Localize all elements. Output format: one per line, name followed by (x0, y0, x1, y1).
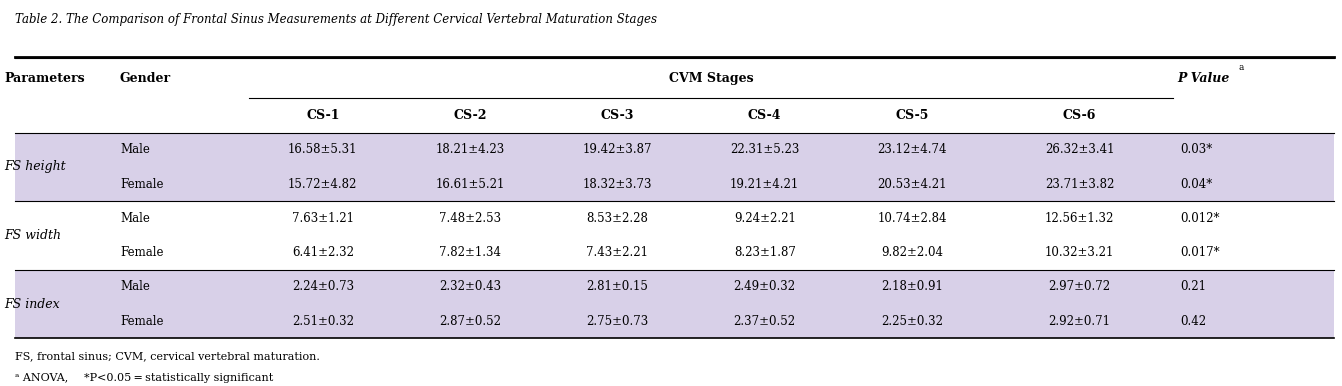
Text: 23.71±3.82: 23.71±3.82 (1045, 178, 1114, 191)
Text: Female: Female (121, 315, 164, 328)
Text: FS height: FS height (4, 161, 66, 173)
Text: Female: Female (121, 178, 164, 191)
Text: CVM Stages: CVM Stages (668, 72, 753, 85)
Text: 2.97±0.72: 2.97±0.72 (1048, 280, 1111, 293)
Text: CS-2: CS-2 (454, 109, 487, 122)
Text: 8.53±2.28: 8.53±2.28 (586, 212, 648, 225)
Text: 2.32±0.43: 2.32±0.43 (439, 280, 501, 293)
Text: CS-1: CS-1 (306, 109, 340, 122)
Text: 9.24±2.21: 9.24±2.21 (734, 212, 796, 225)
Text: 2.25±0.32: 2.25±0.32 (882, 315, 943, 328)
Text: 2.87±0.52: 2.87±0.52 (439, 315, 501, 328)
Text: 2.51±0.32: 2.51±0.32 (291, 315, 354, 328)
Text: 7.63±1.21: 7.63±1.21 (291, 212, 354, 225)
Text: 22.31±5.23: 22.31±5.23 (730, 143, 800, 156)
Text: 2.75±0.73: 2.75±0.73 (586, 315, 648, 328)
Text: 7.43±2.21: 7.43±2.21 (586, 246, 648, 259)
Text: Gender: Gender (119, 72, 170, 85)
Bar (15, 270, 1334, 304)
Text: ᵃ ANOVA,: ᵃ ANOVA, (15, 372, 71, 383)
Text: 19.21±4.21: 19.21±4.21 (730, 178, 800, 191)
Text: Male: Male (121, 143, 150, 156)
Text: 2.49±0.32: 2.49±0.32 (734, 280, 796, 293)
Text: a: a (1239, 63, 1244, 71)
Text: 19.42±3.87: 19.42±3.87 (582, 143, 652, 156)
Text: 15.72±4.82: 15.72±4.82 (289, 178, 357, 191)
Text: 0.42: 0.42 (1180, 315, 1206, 328)
Text: 9.82±2.04: 9.82±2.04 (882, 246, 943, 259)
Text: 23.12±4.74: 23.12±4.74 (878, 143, 947, 156)
Text: FS index: FS index (4, 298, 59, 310)
Text: 10.74±2.84: 10.74±2.84 (878, 212, 947, 225)
Bar (15, 133, 1334, 167)
Text: 0.012*: 0.012* (1180, 212, 1220, 225)
Text: 16.58±5.31: 16.58±5.31 (289, 143, 357, 156)
Text: 2.24±0.73: 2.24±0.73 (291, 280, 354, 293)
Text: 0.03*: 0.03* (1180, 143, 1212, 156)
Text: CS-6: CS-6 (1063, 109, 1096, 122)
Text: 18.21±4.23: 18.21±4.23 (436, 143, 505, 156)
Text: Female: Female (121, 246, 164, 259)
Text: CS-5: CS-5 (895, 109, 929, 122)
Text: 6.41±2.32: 6.41±2.32 (291, 246, 354, 259)
Text: Male: Male (121, 212, 150, 225)
Text: Parameters: Parameters (4, 72, 85, 85)
Text: 0.21: 0.21 (1180, 280, 1206, 293)
Text: 8.23±1.87: 8.23±1.87 (734, 246, 796, 259)
Text: 2.18±0.91: 2.18±0.91 (882, 280, 943, 293)
Text: Male: Male (121, 280, 150, 293)
Text: P Value: P Value (1177, 72, 1229, 85)
Text: 2.37±0.52: 2.37±0.52 (734, 315, 796, 328)
Text: 18.32±3.73: 18.32±3.73 (582, 178, 652, 191)
Text: 26.32±3.41: 26.32±3.41 (1044, 143, 1114, 156)
Text: FS width: FS width (4, 229, 62, 242)
Text: 10.32±3.21: 10.32±3.21 (1045, 246, 1114, 259)
Text: 2.81±0.15: 2.81±0.15 (586, 280, 648, 293)
Text: 2.92±0.71: 2.92±0.71 (1048, 315, 1110, 328)
Text: 16.61±5.21: 16.61±5.21 (435, 178, 505, 191)
Text: CS-3: CS-3 (601, 109, 635, 122)
Text: Table 2. The Comparison of Frontal Sinus Measurements at Different Cervical Vert: Table 2. The Comparison of Frontal Sinus… (15, 13, 656, 26)
Bar (15, 304, 1334, 338)
Text: 0.017*: 0.017* (1180, 246, 1220, 259)
Bar (15, 167, 1334, 201)
Text: 20.53±4.21: 20.53±4.21 (878, 178, 947, 191)
Text: *P<0.05 = statistically significant: *P<0.05 = statistically significant (85, 372, 274, 383)
Text: CS-4: CS-4 (747, 109, 781, 122)
Text: 7.82±1.34: 7.82±1.34 (439, 246, 501, 259)
Text: 0.04*: 0.04* (1180, 178, 1212, 191)
Text: 12.56±1.32: 12.56±1.32 (1045, 212, 1114, 225)
Text: 7.48±2.53: 7.48±2.53 (439, 212, 501, 225)
Text: FS, frontal sinus; CVM, cervical vertebral maturation.: FS, frontal sinus; CVM, cervical vertebr… (15, 352, 319, 362)
